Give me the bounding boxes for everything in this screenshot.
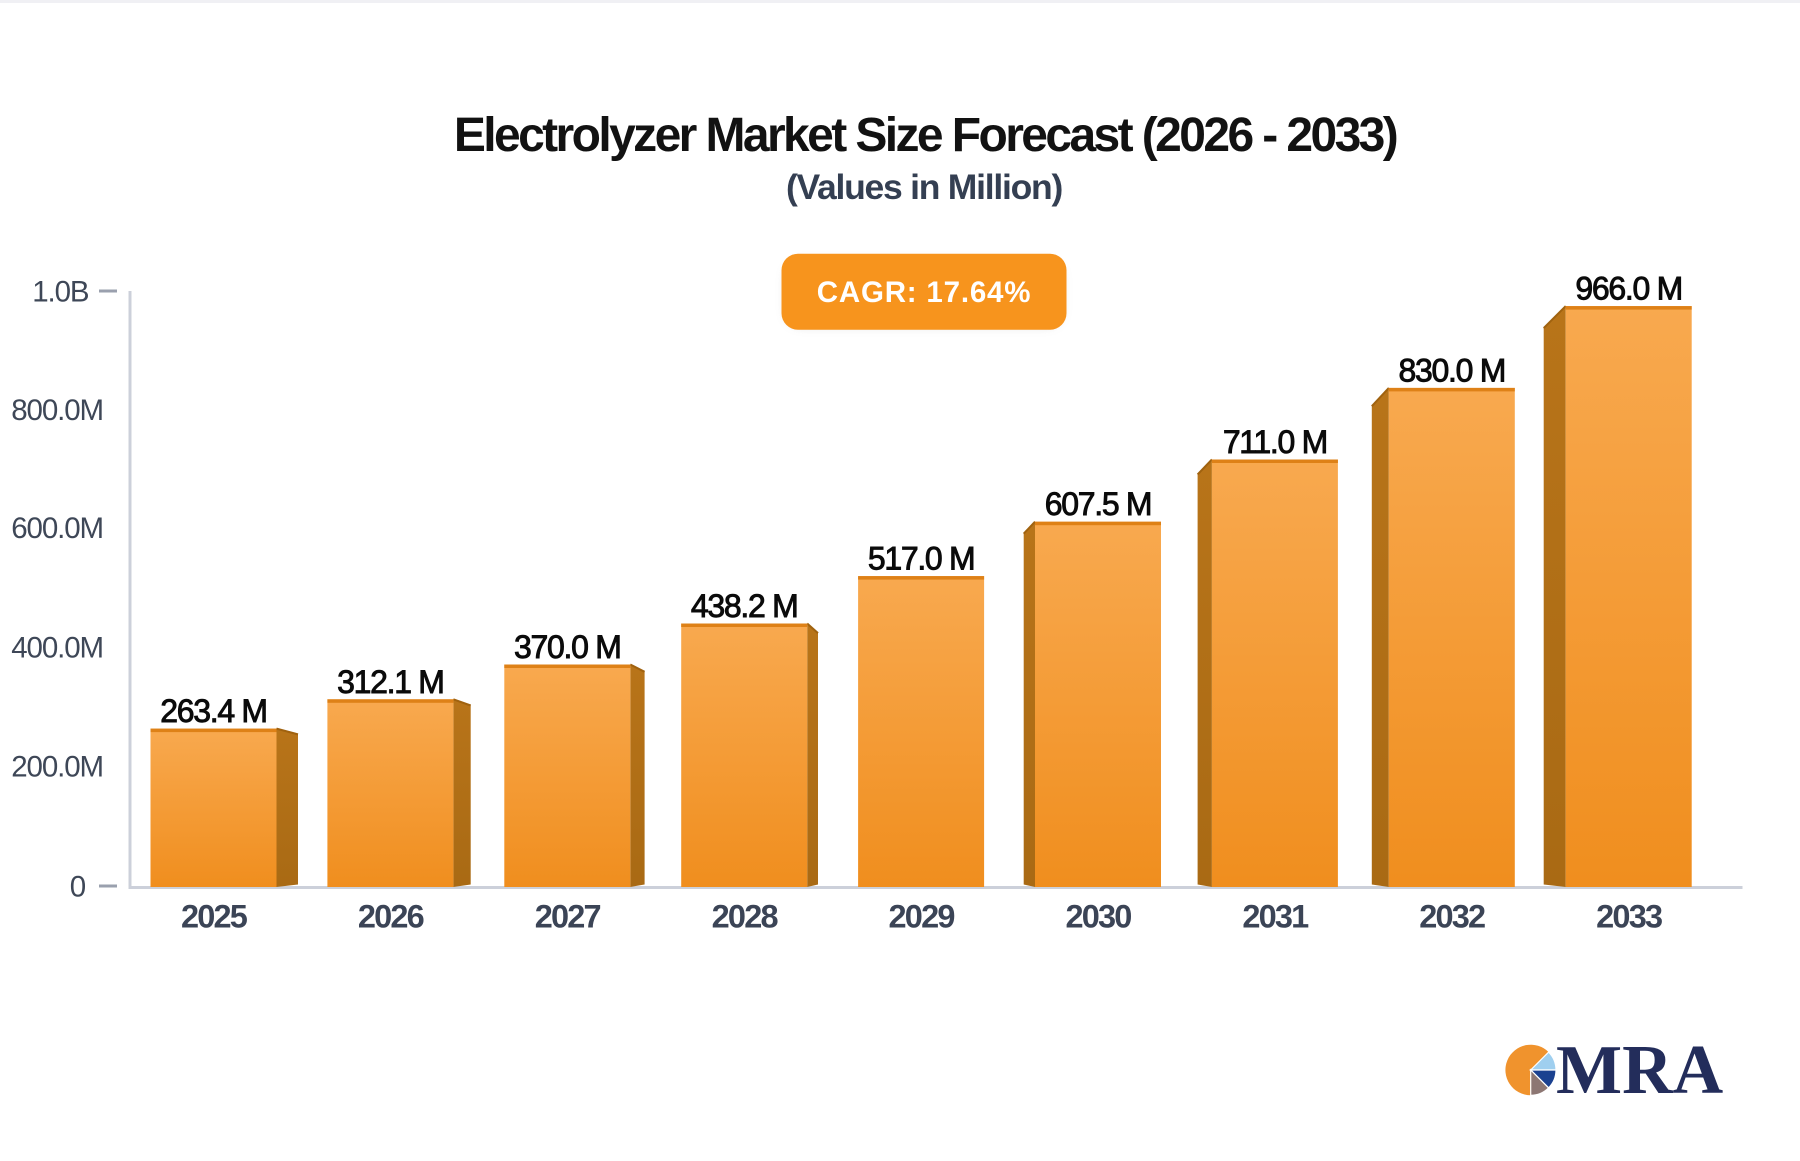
- svg-text:438.2 M: 438.2 M: [691, 588, 798, 624]
- svg-text:830.0 M: 830.0 M: [1399, 352, 1506, 388]
- svg-text:517.0 M: 517.0 M: [868, 541, 975, 577]
- svg-text:(Values in Million): (Values in Million): [786, 167, 1062, 207]
- svg-text:600.0M: 600.0M: [11, 512, 103, 545]
- svg-text:1.0B: 1.0B: [32, 276, 89, 309]
- svg-text:607.5 M: 607.5 M: [1045, 486, 1152, 522]
- svg-text:711.0 M: 711.0 M: [1223, 424, 1327, 460]
- svg-text:Electrolyzer Market Size Forec: Electrolyzer Market Size Forecast (2026 …: [454, 109, 1397, 162]
- svg-text:2033: 2033: [1596, 899, 1662, 935]
- svg-text:263.4 M: 263.4 M: [160, 693, 267, 729]
- svg-text:2026: 2026: [358, 899, 424, 935]
- svg-text:2031: 2031: [1242, 899, 1309, 935]
- svg-text:MRA: MRA: [1556, 1032, 1724, 1109]
- svg-text:2028: 2028: [712, 899, 779, 935]
- svg-text:CAGR: 17.64%: CAGR: 17.64%: [817, 276, 1032, 309]
- svg-text:2027: 2027: [535, 899, 601, 935]
- svg-text:2030: 2030: [1065, 899, 1131, 935]
- svg-text:400.0M: 400.0M: [11, 632, 103, 665]
- svg-text:2029: 2029: [889, 899, 955, 935]
- svg-text:2025: 2025: [181, 899, 248, 935]
- svg-text:0: 0: [70, 870, 86, 903]
- svg-text:370.0 M: 370.0 M: [514, 629, 621, 665]
- svg-text:966.0 M: 966.0 M: [1575, 271, 1682, 307]
- svg-text:2032: 2032: [1419, 899, 1485, 935]
- svg-text:800.0M: 800.0M: [11, 394, 103, 427]
- svg-text:200.0M: 200.0M: [11, 751, 103, 784]
- svg-text:312.1 M: 312.1 M: [337, 664, 444, 700]
